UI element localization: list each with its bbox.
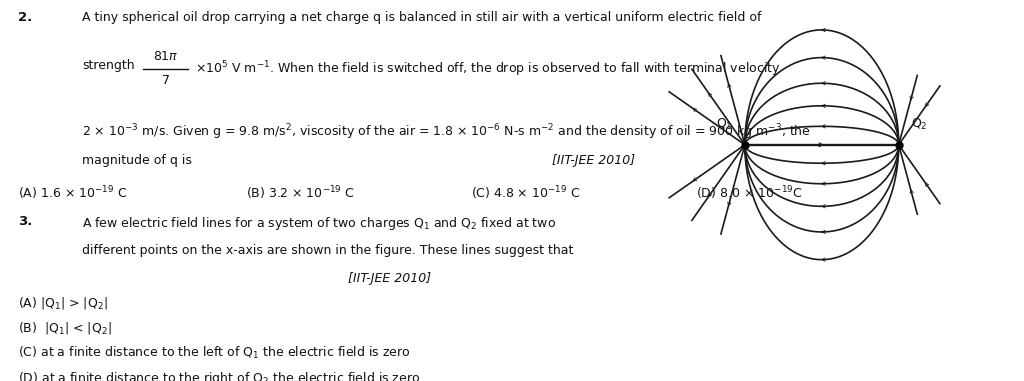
Text: (C) at a finite distance to the left of Q$_1$ the electric field is zero: (C) at a finite distance to the left of … [18, 345, 411, 361]
Text: (D) 8.0 $\times$ 10$^{-19}$C: (D) 8.0 $\times$ 10$^{-19}$C [696, 185, 803, 202]
Text: (A) 1.6 $\times$ 10$^{-19}$ C: (A) 1.6 $\times$ 10$^{-19}$ C [18, 185, 128, 202]
Text: A few electric field lines for a system of two charges Q$_1$ and Q$_2$ fixed at : A few electric field lines for a system … [82, 215, 556, 232]
Text: A tiny spherical oil drop carrying a net charge q is balanced in still air with : A tiny spherical oil drop carrying a net… [82, 11, 762, 24]
Text: strength: strength [82, 59, 134, 72]
Text: (C) 4.8 $\times$ 10$^{-19}$ C: (C) 4.8 $\times$ 10$^{-19}$ C [471, 185, 581, 202]
Text: [IIT-JEE 2010]: [IIT-JEE 2010] [347, 272, 431, 285]
Text: 7: 7 [162, 74, 170, 87]
Text: Q$_2$: Q$_2$ [911, 117, 928, 133]
Text: magnitude of q is: magnitude of q is [82, 154, 191, 167]
Text: different points on the x-axis are shown in the figure. These lines suggest that: different points on the x-axis are shown… [82, 244, 573, 257]
Text: 2 $\times$ 10$^{-3}$ m/s. Given g = 9.8 m/s$^2$, viscosity of the air = 1.8 $\ti: 2 $\times$ 10$^{-3}$ m/s. Given g = 9.8 … [82, 122, 811, 141]
Text: (B) 3.2 $\times$ 10$^{-19}$ C: (B) 3.2 $\times$ 10$^{-19}$ C [246, 185, 354, 202]
Text: 2.: 2. [18, 11, 33, 24]
Text: (B)  |Q$_1$| < |Q$_2$|: (B) |Q$_1$| < |Q$_2$| [18, 320, 113, 336]
Text: [IIT-JEE 2010]: [IIT-JEE 2010] [552, 154, 635, 167]
Text: 3.: 3. [18, 215, 33, 228]
Text: (A) |Q$_1$| > |Q$_2$|: (A) |Q$_1$| > |Q$_2$| [18, 295, 109, 311]
Text: Q$_1$: Q$_1$ [716, 117, 732, 133]
Text: (D) at a finite distance to the right of Q$_2$ the electric field is zero: (D) at a finite distance to the right of… [18, 370, 421, 381]
Text: $\times 10^5$ V m$^{-1}$. When the field is switched off, the drop is observed t: $\times 10^5$ V m$^{-1}$. When the field… [195, 59, 780, 78]
Text: $81\pi$: $81\pi$ [154, 50, 178, 62]
